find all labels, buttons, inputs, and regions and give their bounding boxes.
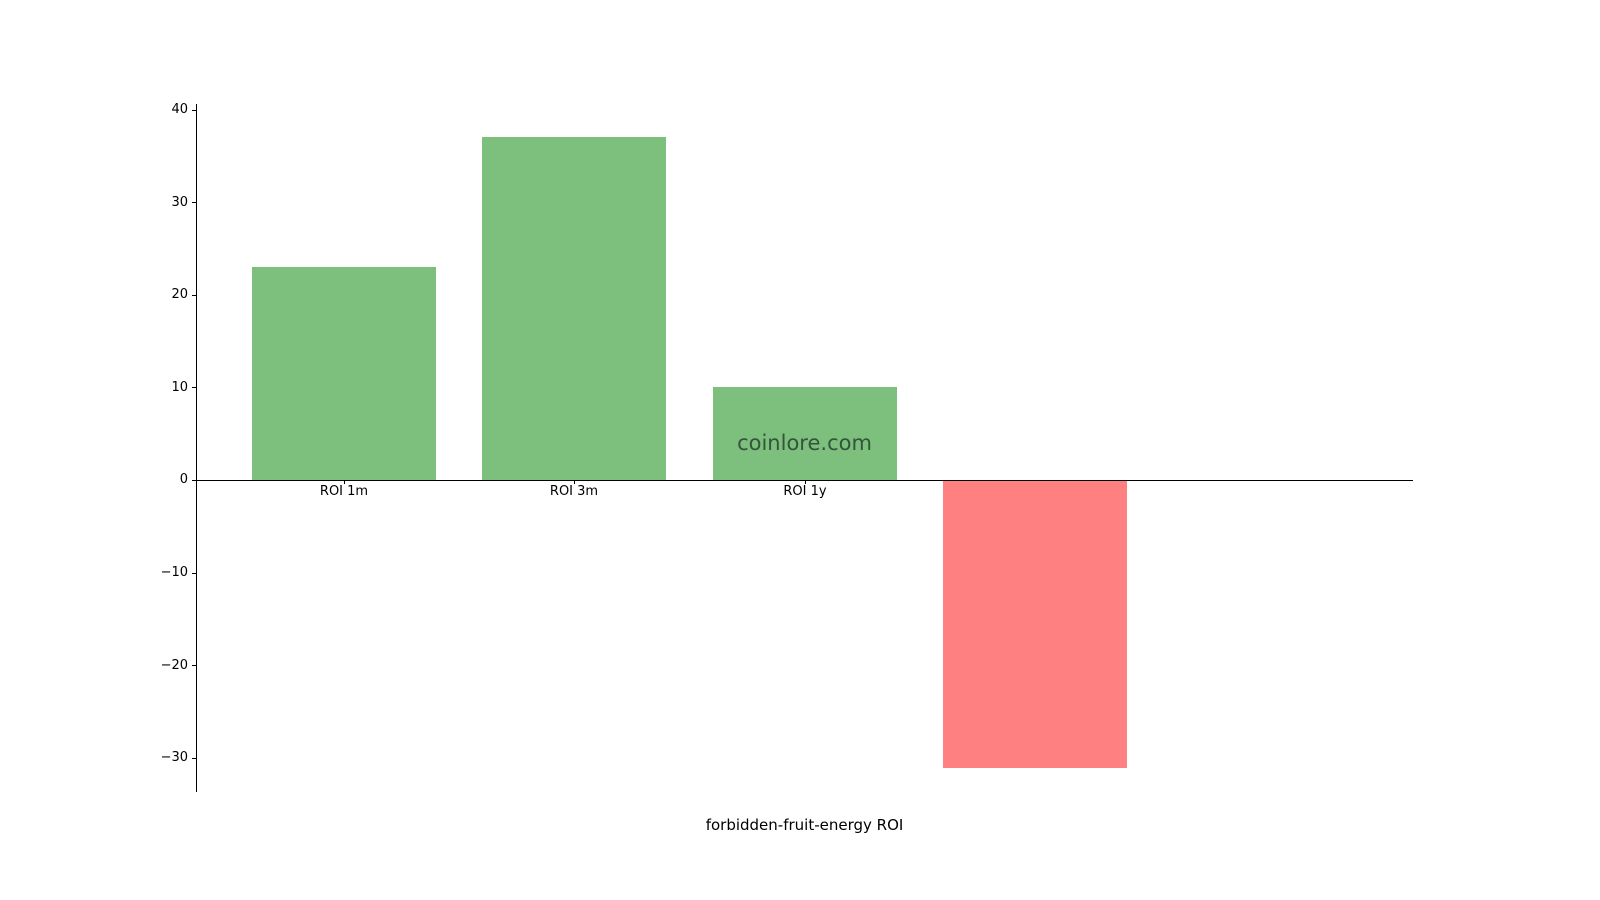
bar-roi-1y — [713, 387, 897, 480]
y-tick-mark — [192, 573, 196, 574]
bar-unlabeled — [943, 481, 1127, 768]
y-tick-label: 40 — [171, 102, 188, 117]
x-axis-line — [196, 480, 1413, 481]
y-tick-label: 20 — [171, 287, 188, 302]
y-tick-label: 30 — [171, 195, 188, 210]
x-tick-label: ROI 1y — [783, 484, 827, 499]
x-tick-label: ROI 1m — [319, 484, 369, 499]
y-tick-mark — [192, 665, 196, 666]
y-tick-mark — [192, 387, 196, 388]
y-tick-label: −30 — [160, 750, 188, 765]
bar-roi-3m — [482, 137, 666, 480]
coinlore-watermark: coinlore.com — [737, 431, 872, 455]
x-tick-mark — [574, 480, 575, 484]
y-tick-mark — [192, 295, 196, 296]
y-tick-mark — [192, 202, 196, 203]
y-tick-mark — [192, 480, 196, 481]
bar-roi-1m — [252, 267, 436, 480]
y-tick-mark — [192, 758, 196, 759]
y-tick-label: −20 — [160, 658, 188, 673]
x-tick-mark — [344, 480, 345, 484]
y-tick-label: 10 — [171, 380, 188, 395]
y-tick-label: 0 — [179, 472, 188, 487]
y-tick-mark — [192, 110, 196, 111]
x-tick-mark — [805, 480, 806, 484]
chart-title: forbidden-fruit-energy ROI — [705, 816, 904, 834]
y-tick-label: −10 — [160, 565, 188, 580]
x-tick-label: ROI 3m — [549, 484, 599, 499]
y-axis-spine — [196, 104, 197, 792]
